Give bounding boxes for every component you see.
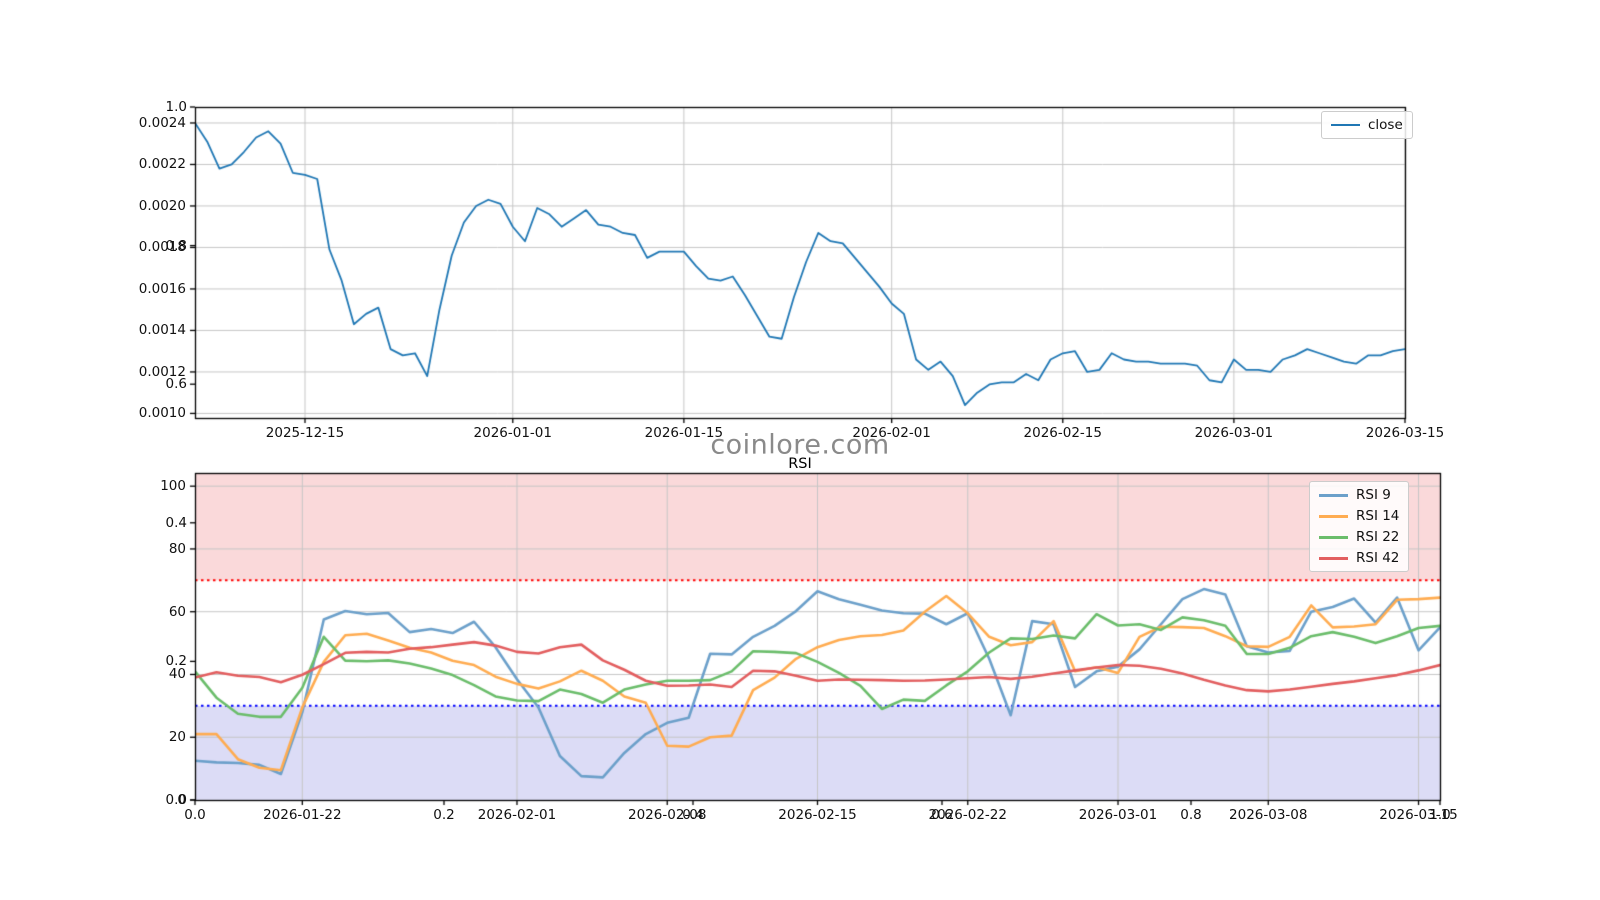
price-y-tick-label: 0.0022: [138, 156, 186, 173]
price-y-tick-label: 0.0014: [138, 322, 186, 339]
legend-row-rsi14: RSI 14: [1319, 508, 1399, 524]
price-x-tick-label: 2026-01-01: [473, 425, 552, 441]
rsi-x-tick-label: 2026-02-22: [928, 807, 1007, 823]
legend-row-rsi9: RSI 9: [1319, 487, 1399, 503]
overlay-x-tick-label: 0.2: [433, 807, 455, 823]
legend-row-rsi42: RSI 42: [1319, 550, 1399, 566]
rsi-x-tick-label: 2026-02-01: [477, 807, 557, 823]
rsi9-line-swatch: [1319, 493, 1348, 497]
legend-row-rsi22: RSI 22: [1319, 529, 1399, 545]
price-legend: close: [1321, 111, 1413, 139]
rsi-x-tick-label: 2026-03-15: [1379, 807, 1458, 823]
overlay-y-tick-label: 1.0: [165, 99, 187, 115]
price-x-tick-label: 2026-02-01: [852, 425, 931, 441]
rsi-y-tick-label: 40: [168, 666, 186, 683]
price-x-tick-label: 2026-03-15: [1365, 425, 1445, 441]
overlay-y-tick-label: 0.6: [165, 376, 187, 393]
overlay-y-tick-label: 0.8: [165, 237, 187, 254]
legend-label-rsi42: RSI 42: [1356, 550, 1400, 566]
rsi-x-tick-label: 2026-02-08: [628, 807, 707, 823]
price-x-tick-label: 2026-03-01: [1194, 425, 1274, 441]
overlay-x-tick-label: 0.8: [1180, 807, 1202, 823]
overlay-y-tick-label: 0.0: [165, 792, 187, 808]
price-x-tick-label: 2026-01-15: [644, 425, 724, 441]
price-y-tick-label: 0.0010: [138, 405, 186, 422]
price-y-tick-label: 0.0016: [138, 280, 186, 297]
rsi14-line-swatch: [1319, 514, 1348, 518]
rsi-x-tick-label: 2026-02-15: [778, 807, 857, 823]
rsi-y-tick-label: 0: [177, 792, 186, 808]
rsi-x-tick-label: 2026-03-08: [1229, 807, 1308, 823]
price-x-tick-label: 2025-12-15: [265, 425, 345, 441]
overlay-x-tick-label: 0.6: [931, 807, 953, 823]
overlay-x-tick-label: 0.0: [184, 807, 206, 823]
legend-label-rsi22: RSI 22: [1356, 529, 1400, 545]
price-y-tick-label: 0.0020: [138, 197, 186, 214]
rsi22-line-swatch: [1319, 535, 1348, 539]
close-line-swatch: [1331, 124, 1360, 126]
rsi-x-tick-label: 2026-03-01: [1078, 807, 1158, 823]
rsi-y-tick-label: 80: [168, 540, 186, 557]
rsi-chart-title: RSI: [788, 456, 812, 472]
legend-label-close: close: [1368, 117, 1403, 133]
overlay-x-tick-label: 0.4: [682, 807, 704, 823]
legend-label-rsi14: RSI 14: [1356, 508, 1400, 524]
rsi-y-tick-label: 20: [168, 729, 186, 746]
rsi-x-tick-label: 2026-01-22: [263, 807, 342, 823]
rsi42-line-swatch: [1319, 556, 1348, 560]
price-x-tick-label: 2026-02-15: [1023, 425, 1102, 441]
overlay-y-tick-label: 0.4: [165, 514, 187, 531]
overlay-y-tick-label: 0.2: [165, 653, 187, 670]
overlay-x-tick-label: 1.0: [1429, 807, 1451, 823]
rsi-legend: RSI 9 RSI 14 RSI 22 RSI 42: [1309, 481, 1410, 572]
price-y-tick-label: 0.0024: [138, 114, 186, 131]
legend-row-close: close: [1331, 117, 1403, 133]
price-y-tick-label: 0.0018: [138, 239, 186, 256]
rsi-y-tick-label: 60: [168, 603, 186, 620]
legend-label-rsi9: RSI 9: [1356, 487, 1391, 503]
rsi-y-tick-label: 100: [160, 478, 186, 495]
watermark: coinlore.com: [710, 429, 890, 461]
price-y-tick-label: 0.0012: [138, 363, 186, 380]
